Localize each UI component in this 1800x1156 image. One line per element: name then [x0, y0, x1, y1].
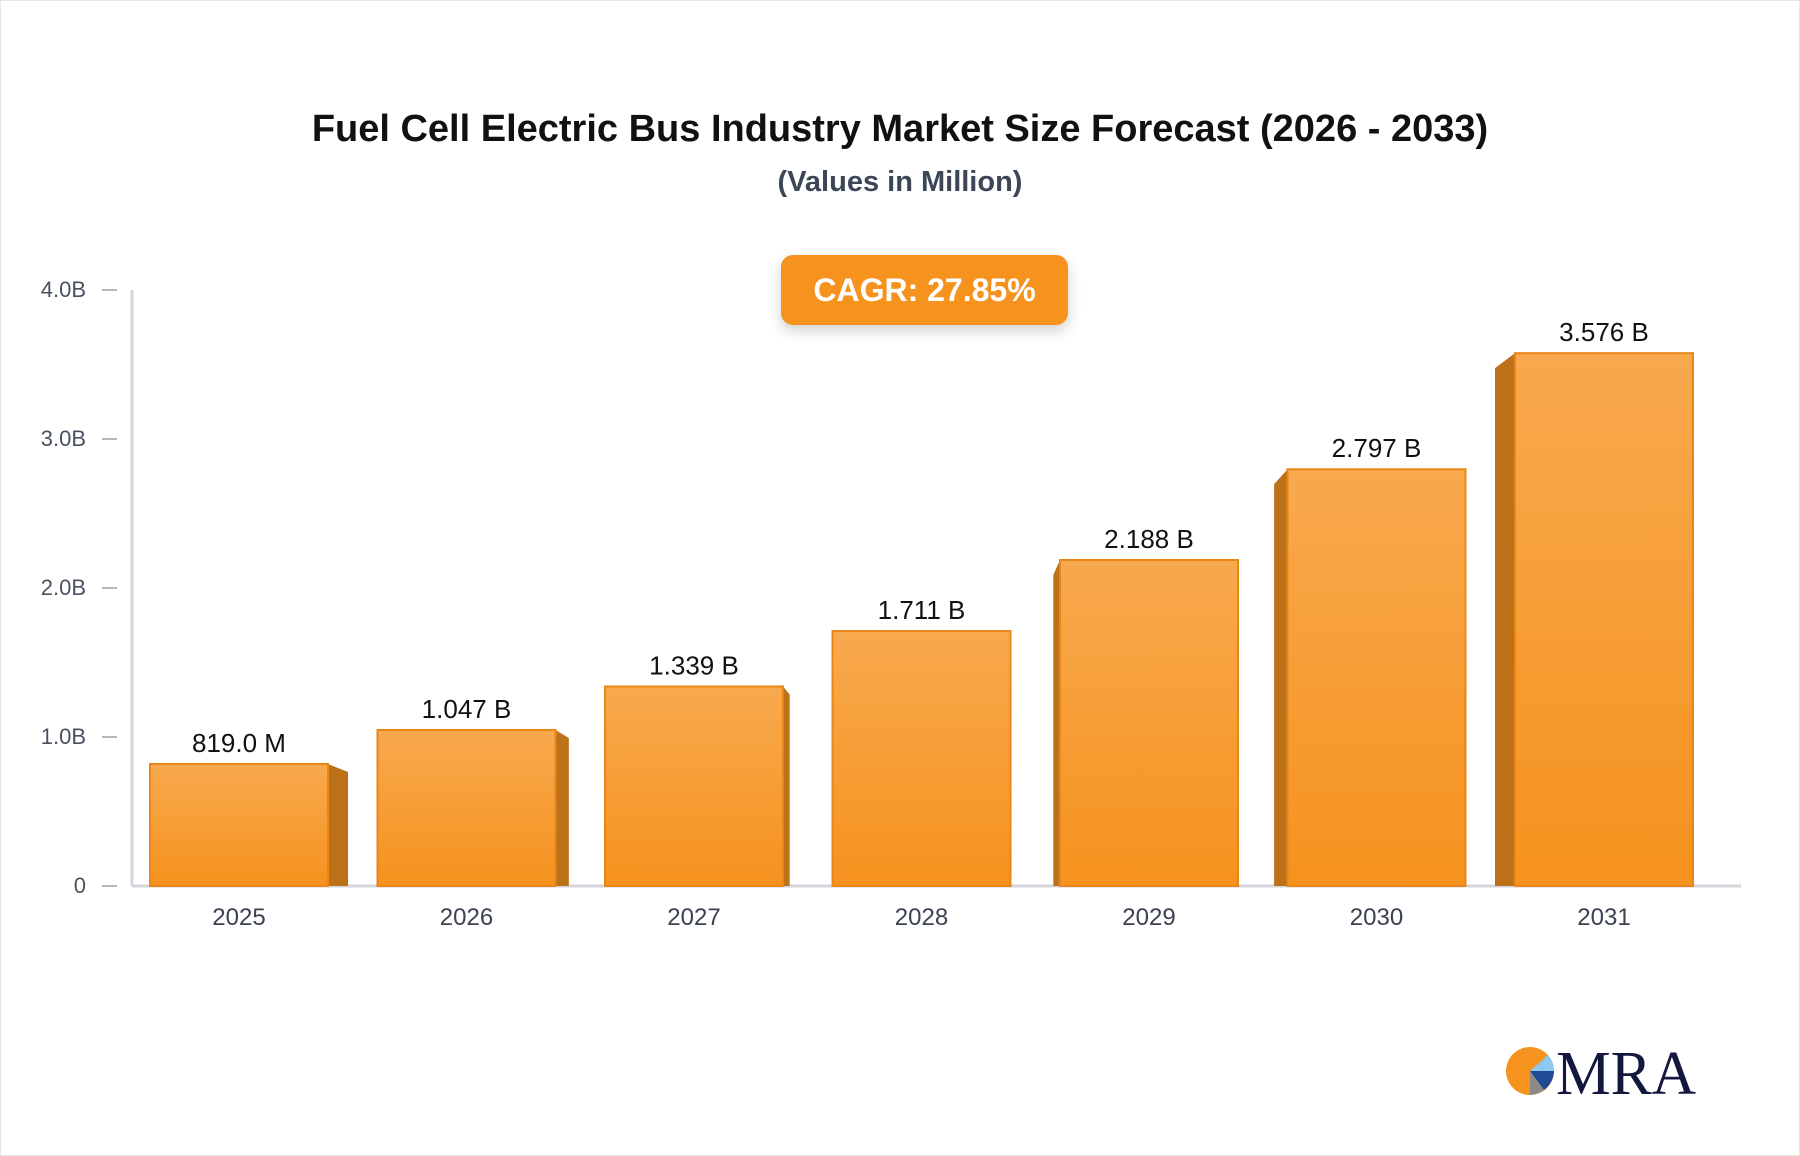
data-label: 1.339 B	[649, 650, 739, 680]
bar-side-face	[555, 729, 569, 886]
bar-side-face	[783, 686, 790, 886]
data-label: 3.576 B	[1559, 317, 1649, 347]
y-tick-label: 0	[74, 873, 86, 898]
y-tick-label: 2.0B	[41, 575, 86, 600]
x-tick-label: 2030	[1350, 904, 1403, 931]
data-label: 1.711 B	[878, 595, 966, 625]
bar	[1514, 352, 1694, 887]
x-tick-label: 2027	[667, 904, 720, 931]
y-tick-label: 3.0B	[41, 426, 86, 451]
data-label: 2.797 B	[1332, 433, 1422, 463]
chart-title: Fuel Cell Electric Bus Industry Market S…	[311, 108, 1489, 150]
x-tick-label: 2028	[895, 904, 948, 931]
x-tick-label: 2025	[212, 904, 265, 931]
bar	[831, 630, 1012, 887]
bar-side-face	[1274, 469, 1288, 886]
cagr-badge: CAGR: 27.85%	[781, 255, 1068, 325]
bar-side-face	[328, 763, 348, 886]
bar	[149, 762, 329, 887]
mra-logo: MRA	[1506, 1040, 1696, 1100]
bar-side-face	[1053, 559, 1060, 886]
y-tick-label: 4.0B	[41, 277, 86, 302]
x-tick-label: 2026	[440, 904, 493, 931]
chart-subtitle: (Values in Million)	[777, 166, 1023, 198]
data-label: 819.0 M	[192, 728, 286, 758]
x-tick-label: 2029	[1122, 904, 1175, 931]
bar	[376, 728, 557, 888]
x-tick-label: 2031	[1577, 904, 1630, 931]
data-label: 1.047 B	[422, 694, 512, 724]
y-tick-label: 1.0B	[41, 724, 86, 749]
data-label: 2.188 B	[1104, 524, 1194, 554]
bar	[1059, 558, 1239, 887]
svg-text:MRA: MRA	[1556, 1040, 1696, 1100]
bar-side-face	[1495, 353, 1515, 886]
bar	[604, 685, 784, 888]
bar	[1286, 468, 1467, 887]
